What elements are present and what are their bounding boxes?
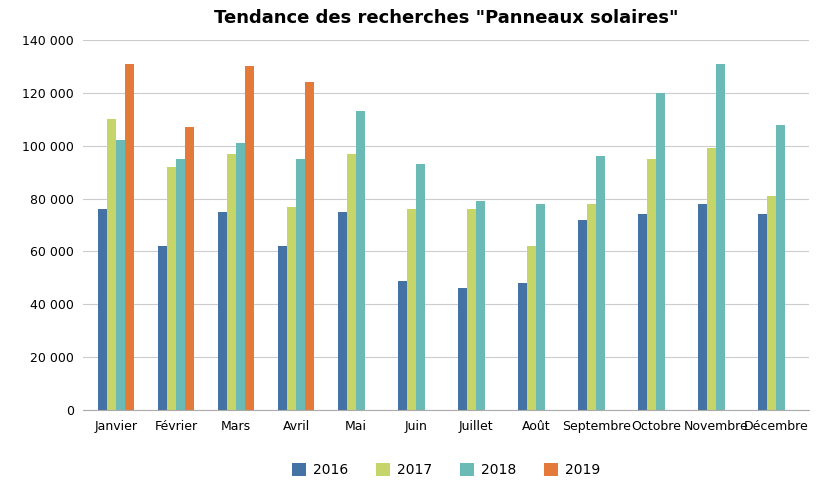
- Bar: [578, 220, 587, 410]
- Bar: [245, 66, 254, 410]
- Bar: [296, 159, 305, 410]
- Bar: [125, 64, 134, 410]
- Bar: [587, 204, 596, 410]
- Legend: 2016, 2017, 2018, 2019: 2016, 2017, 2018, 2019: [287, 458, 605, 483]
- Bar: [518, 283, 527, 410]
- Bar: [596, 156, 605, 410]
- Bar: [279, 246, 287, 410]
- Bar: [228, 154, 236, 410]
- Bar: [108, 120, 117, 410]
- Bar: [638, 214, 647, 410]
- Bar: [168, 167, 176, 410]
- Bar: [716, 64, 725, 410]
- Bar: [758, 214, 767, 410]
- Bar: [536, 204, 545, 410]
- Bar: [467, 209, 476, 410]
- Bar: [707, 148, 716, 410]
- Bar: [527, 246, 536, 410]
- Bar: [698, 204, 707, 410]
- Bar: [656, 93, 665, 410]
- Bar: [407, 209, 416, 410]
- Bar: [347, 154, 356, 410]
- Bar: [176, 159, 185, 410]
- Bar: [287, 206, 296, 410]
- Bar: [398, 280, 407, 410]
- Bar: [236, 143, 245, 410]
- Bar: [339, 212, 347, 410]
- Bar: [416, 164, 425, 410]
- Bar: [98, 209, 108, 410]
- Bar: [219, 212, 228, 410]
- Bar: [117, 140, 125, 410]
- Bar: [647, 159, 656, 410]
- Bar: [767, 196, 776, 410]
- Bar: [356, 112, 365, 410]
- Bar: [305, 82, 314, 410]
- Bar: [458, 288, 467, 410]
- Bar: [476, 201, 485, 410]
- Title: Tendance des recherches "Panneaux solaires": Tendance des recherches "Panneaux solair…: [214, 10, 678, 28]
- Bar: [185, 127, 194, 410]
- Bar: [158, 246, 168, 410]
- Bar: [776, 124, 785, 410]
